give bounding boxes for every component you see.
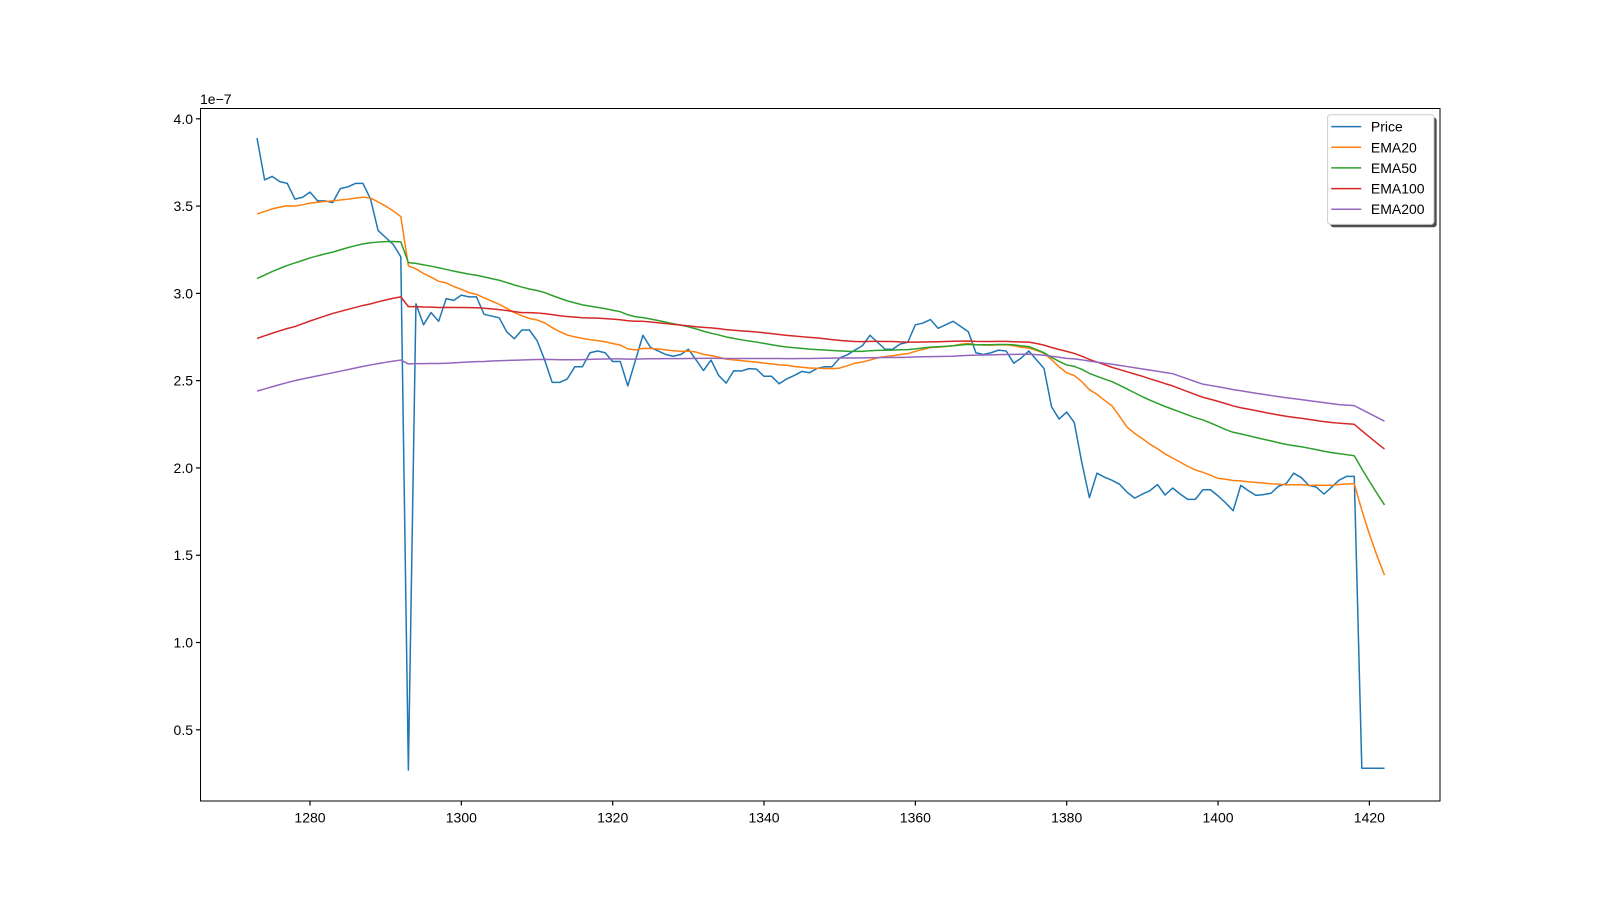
svg-text:1400: 1400 (1202, 810, 1233, 826)
svg-text:1e−7: 1e−7 (200, 91, 232, 107)
svg-text:2.5: 2.5 (174, 373, 194, 389)
svg-text:1300: 1300 (446, 810, 477, 826)
svg-text:3.5: 3.5 (174, 198, 194, 214)
svg-text:1280: 1280 (294, 810, 325, 826)
svg-text:EMA50: EMA50 (1371, 160, 1417, 176)
svg-text:1.5: 1.5 (174, 547, 194, 563)
svg-text:1320: 1320 (597, 810, 628, 826)
svg-text:1420: 1420 (1354, 810, 1385, 826)
svg-text:3.0: 3.0 (174, 285, 194, 301)
svg-text:4.0: 4.0 (174, 111, 194, 127)
svg-text:EMA20: EMA20 (1371, 139, 1417, 155)
svg-text:2.0: 2.0 (174, 460, 194, 476)
svg-text:0.5: 0.5 (174, 722, 194, 738)
svg-text:EMA100: EMA100 (1371, 181, 1425, 197)
svg-text:1360: 1360 (900, 810, 931, 826)
svg-text:1340: 1340 (748, 810, 779, 826)
svg-text:EMA200: EMA200 (1371, 201, 1425, 217)
svg-text:1380: 1380 (1051, 810, 1082, 826)
svg-text:1.0: 1.0 (174, 635, 194, 651)
svg-text:Price: Price (1371, 119, 1403, 135)
